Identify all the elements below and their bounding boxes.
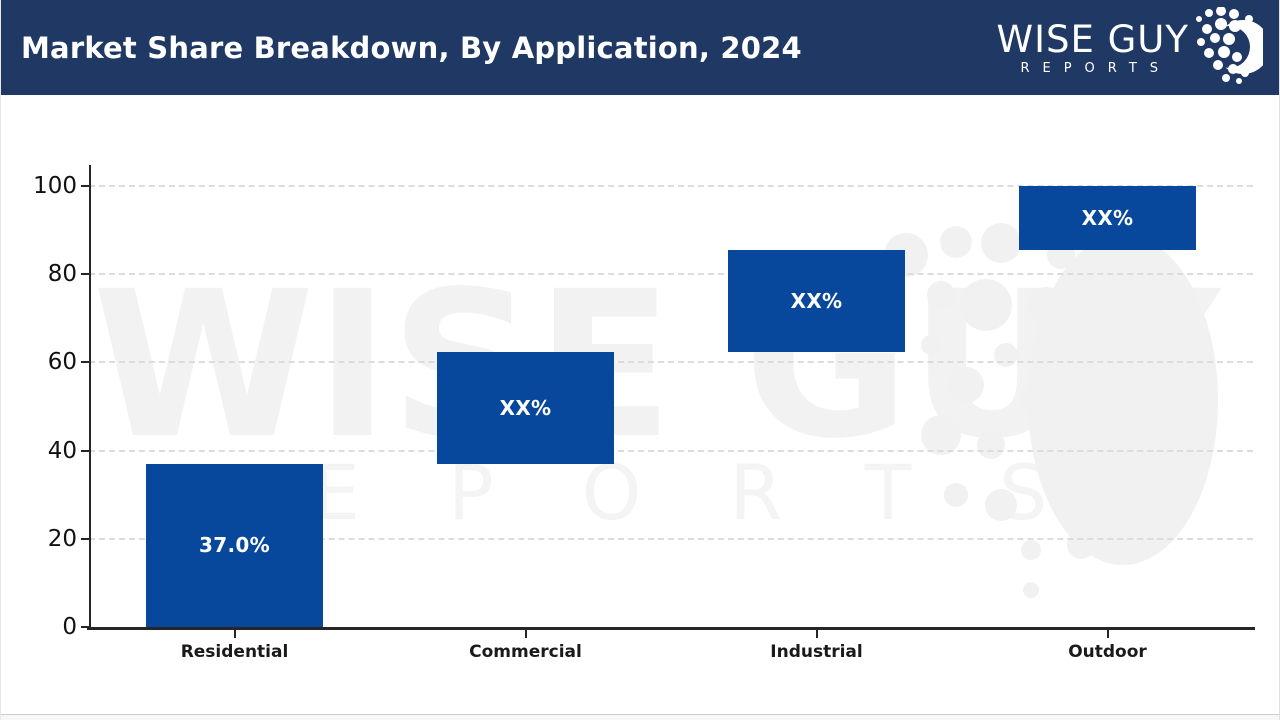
y-axis-tick-mark [81,449,89,452]
x-category-label: Residential [180,642,289,662]
y-axis-line [89,165,91,629]
y-axis-tick-mark [81,626,89,628]
y-axis-tick-mark [81,273,89,276]
x-axis-tick-mark [815,630,818,638]
y-axis-tick-label: 0 [62,614,77,640]
y-axis-tick-label: 60 [47,349,77,376]
bottom-margin-strip [1,715,1279,720]
bar-value-label: XX% [790,289,843,314]
y-axis-tick-label: 40 [47,437,77,464]
bar-industrial: XX% [728,250,905,353]
x-category-label: Industrial [770,642,863,662]
bar-commercial: XX% [437,352,614,464]
x-axis-tick-mark [233,630,236,638]
gridline-40 [89,449,1253,452]
gridline-80 [89,273,1253,276]
y-axis-tick-label: 100 [33,173,77,199]
logo-wise-guy-text: WISE GUY [996,17,1189,61]
watermark-dotted-head [884,223,1218,598]
bar-residential: 37.0% [146,463,323,627]
y-axis-tick-mark [81,537,89,540]
y-axis-tick-mark [81,185,89,187]
bar-value-label: 37.0% [199,533,270,558]
plot-area: 0 20 40 60 80 100 37.0% Residential XX% Commercia… [1,95,1279,720]
y-axis-tick-label: 80 [47,261,77,288]
x-axis-tick-mark [1106,630,1109,638]
x-axis-tick-mark [524,630,527,638]
bar-value-label: XX% [1081,206,1134,231]
gridline-100 [89,185,1253,187]
dotted-head-logo-icon [1196,6,1263,84]
y-axis-tick-label: 20 [47,525,77,552]
wise-guy-reports-logo: WISE GUY REPORTS [997,6,1263,89]
x-category-label: Outdoor [1068,642,1147,662]
bar-outdoor: XX% [1019,186,1196,251]
gridline-20 [89,537,1253,540]
bar-value-label: XX% [499,396,552,421]
x-axis-line [87,627,1255,630]
header-band: Market Share Breakdown, By Application, … [1,0,1279,95]
y-axis-tick-mark [81,361,89,364]
bottom-border-line [1,714,1279,715]
gridline-60 [89,361,1253,364]
logo-reports-text: REPORTS [1020,60,1172,76]
logo-text: WISE GUY REPORTS [997,21,1189,75]
chart-title: Market Share Breakdown, By Application, … [21,30,802,65]
x-category-label: Commercial [469,642,582,662]
